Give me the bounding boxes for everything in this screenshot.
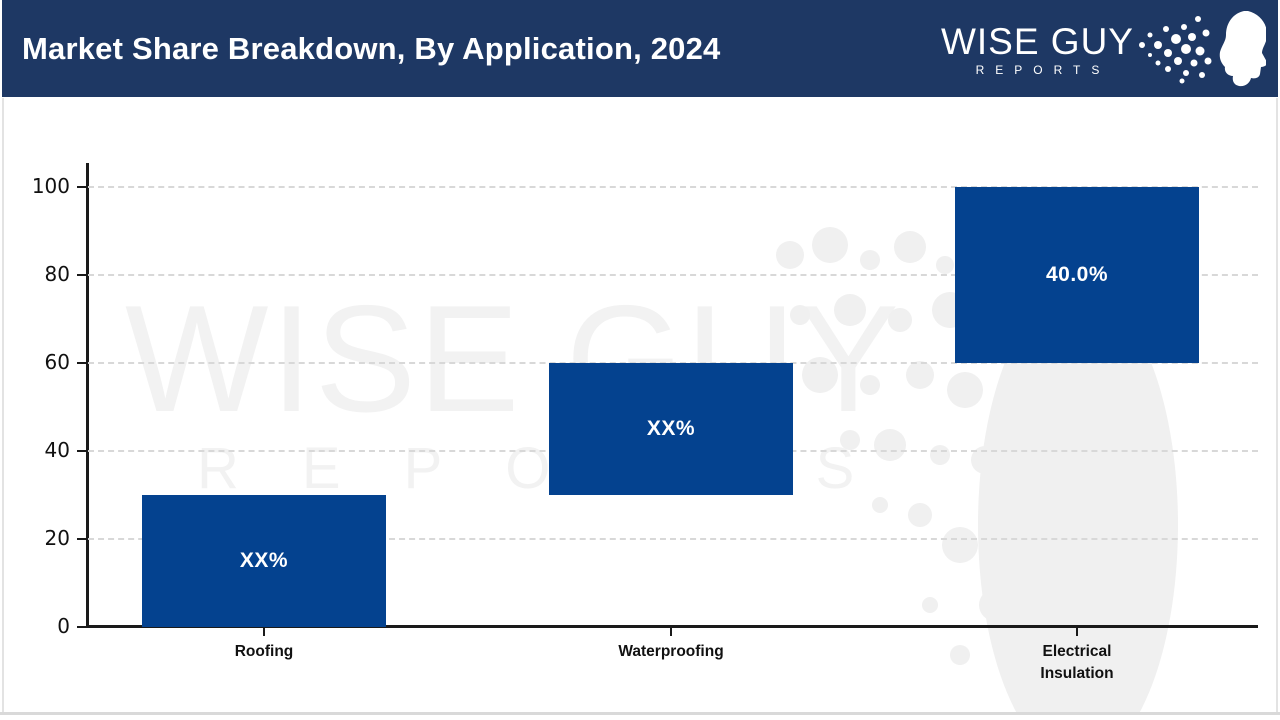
y-axis-tick [77, 186, 86, 188]
y-axis-tick-label: 0 [57, 614, 70, 638]
figure-left-edge-line [2, 98, 4, 714]
x-category-label: Roofing [234, 643, 294, 660]
y-axis-tick-label: 60 [44, 350, 70, 374]
figure-right-edge-line [1276, 98, 1278, 714]
header-bar: Market Share Breakdown, By Application, … [2, 0, 1278, 97]
y-axis-tick-label: 80 [44, 262, 70, 286]
x-category-label: Waterproofing [618, 643, 724, 660]
x-axis-tick [1076, 628, 1078, 636]
y-axis-tick-label: 40 [44, 438, 70, 462]
y-axis-tick-label: 100 [31, 174, 70, 198]
logo-face-icon [1139, 11, 1266, 87]
y-axis-tick [77, 538, 86, 540]
x-axis-spine [86, 625, 1258, 628]
x-axis-tick [670, 628, 672, 636]
bar-value-label: XX% [646, 417, 696, 440]
bar-segment: XX% [142, 495, 386, 627]
logo-sub-text: REPORTS [975, 62, 1111, 77]
bar-segment: XX% [549, 363, 793, 495]
bar-value-label: 40.0% [1045, 263, 1109, 286]
gridline [88, 274, 1258, 276]
chart-title: Market Share Breakdown, By Application, … [22, 30, 721, 66]
logo-text: WISE GUY REPORTS [941, 23, 1134, 76]
bar-segment: 40.0% [955, 187, 1199, 363]
y-axis-tick [77, 274, 86, 276]
gridline [88, 538, 1258, 540]
y-axis-tick [77, 450, 86, 452]
y-axis-tick [77, 626, 86, 628]
bar-value-label: XX% [239, 549, 289, 572]
x-axis-tick [263, 628, 265, 636]
logo-brand-text: WISE GUY [940, 20, 1134, 62]
y-axis-spine [86, 163, 89, 627]
wiseguy-logo: WISE GUY REPORTS [941, 6, 1266, 92]
y-axis-tick [77, 362, 86, 364]
y-axis-tick-label: 20 [44, 526, 70, 550]
plot-area: 0 20 40 60 80 100 XX% Roofing XX% Waterproofing 40… [32, 160, 1258, 682]
x-category-label: Electrical Insulation [1040, 643, 1114, 682]
figure-bottom-edge-line [0, 712, 1280, 715]
gridline [88, 186, 1258, 188]
